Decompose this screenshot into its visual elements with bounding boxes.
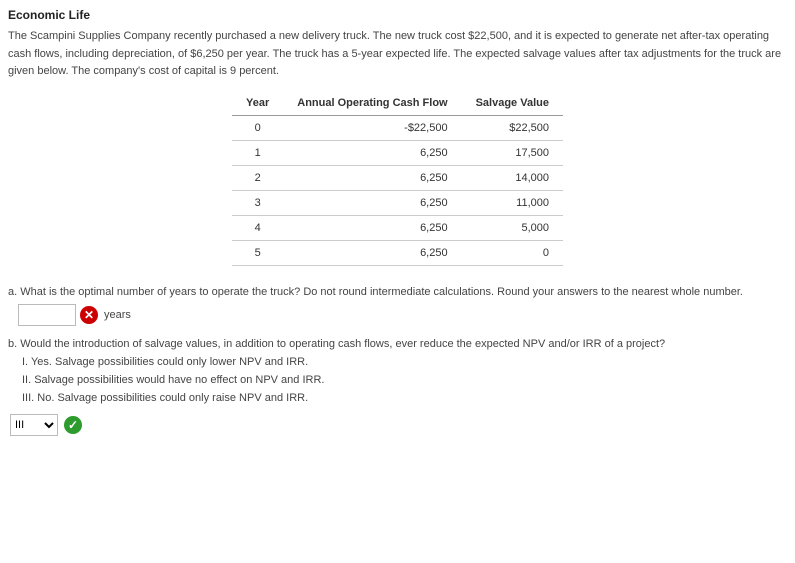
problem-paragraph: The Scampini Supplies Company recently p… [8, 28, 787, 81]
cell-cash: 6,250 [283, 240, 461, 265]
correct-icon: ✓ [64, 416, 82, 434]
cell-cash: 6,250 [283, 165, 461, 190]
question-a-prompt: a. What is the optimal number of years t… [8, 286, 787, 298]
option-1: I. Yes. Salvage possibilities could only… [22, 356, 787, 368]
cell-year: 5 [232, 240, 283, 265]
years-suffix: years [104, 309, 131, 321]
wrong-icon: ✕ [80, 306, 98, 324]
table-row: 4 6,250 5,000 [232, 215, 563, 240]
cell-year: 0 [232, 115, 283, 140]
question-b-prompt: b. Would the introduction of salvage val… [8, 338, 787, 350]
table-row: 3 6,250 11,000 [232, 190, 563, 215]
cell-cash: 6,250 [283, 190, 461, 215]
cell-year: 2 [232, 165, 283, 190]
table-row: 5 6,250 0 [232, 240, 563, 265]
option-2: II. Salvage possibilities would have no … [22, 374, 787, 386]
years-input[interactable] [18, 304, 76, 326]
col-year: Year [232, 91, 283, 116]
answer-select[interactable]: III [10, 414, 58, 436]
cell-salvage: 14,000 [462, 165, 563, 190]
cell-cash: -$22,500 [283, 115, 461, 140]
question-b-answer-row: III ✓ [10, 414, 787, 436]
option-3: III. No. Salvage possibilities could onl… [22, 392, 787, 404]
col-salvage: Salvage Value [462, 91, 563, 116]
cashflow-table: Year Annual Operating Cash Flow Salvage … [232, 91, 563, 266]
question-a-answer-row: ✕ years [18, 304, 787, 326]
table-row: 2 6,250 14,000 [232, 165, 563, 190]
cell-year: 4 [232, 215, 283, 240]
cell-salvage: 11,000 [462, 190, 563, 215]
table-row: 0 -$22,500 $22,500 [232, 115, 563, 140]
cell-salvage: 0 [462, 240, 563, 265]
cell-cash: 6,250 [283, 140, 461, 165]
table-header-row: Year Annual Operating Cash Flow Salvage … [232, 91, 563, 116]
cell-salvage: 5,000 [462, 215, 563, 240]
col-cashflow: Annual Operating Cash Flow [283, 91, 461, 116]
cell-salvage: 17,500 [462, 140, 563, 165]
table-row: 1 6,250 17,500 [232, 140, 563, 165]
cell-year: 1 [232, 140, 283, 165]
page-title: Economic Life [8, 8, 787, 22]
cell-year: 3 [232, 190, 283, 215]
cell-salvage: $22,500 [462, 115, 563, 140]
cell-cash: 6,250 [283, 215, 461, 240]
